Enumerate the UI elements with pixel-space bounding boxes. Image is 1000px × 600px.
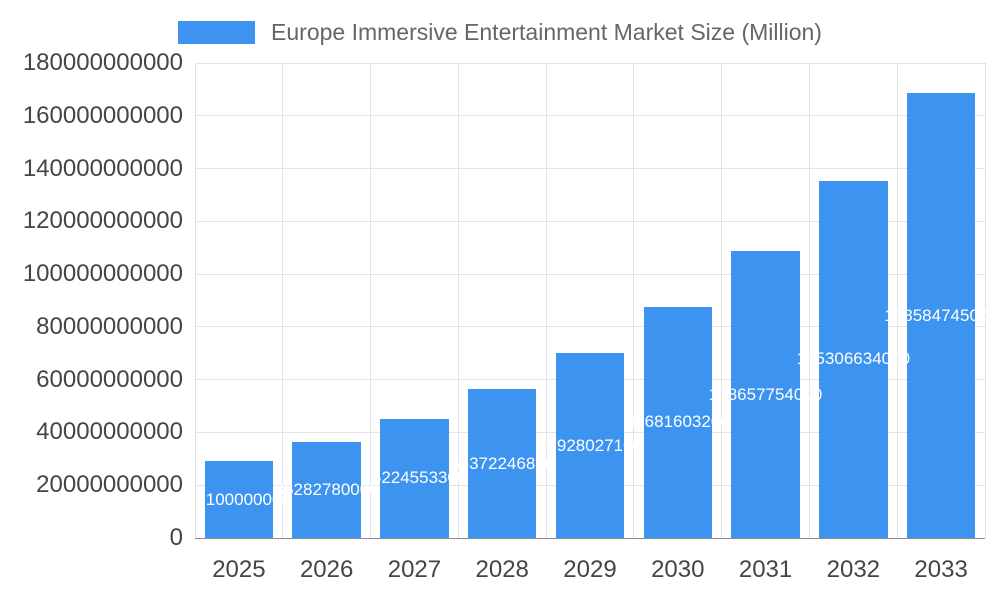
bar-value-label: 36282780000: [274, 480, 379, 500]
h-gridline: [195, 220, 985, 222]
y-axis: 0 20000000000 40000000000 60000000000 800000…: [0, 49, 183, 551]
h-gridline: [195, 273, 985, 275]
bar-2032[interactable]: 135306634000: [797, 180, 910, 538]
y-tick-label: 160000000000: [22, 101, 183, 129]
h-gridline: [195, 115, 985, 117]
v-gridline: [194, 63, 196, 538]
y-tick-label: 180000000000: [22, 49, 183, 76]
y-tick-label: 80000000000: [36, 312, 183, 340]
y-tick-label: 60000000000: [36, 365, 183, 393]
legend-label: Europe Immersive Entertainment Market Si…: [271, 19, 822, 45]
bar-2027[interactable]: 45224553300: [362, 418, 466, 538]
plot-area: 29100000000 36282780000 45224553300 5637224…: [187, 62, 998, 539]
bar-value-label: 69928027100: [537, 435, 642, 455]
y-tick-label: 120000000000: [22, 207, 183, 235]
v-gridline: [633, 63, 635, 538]
bar-2028[interactable]: 56372246800: [450, 389, 554, 538]
x-tick-label: 2025: [212, 556, 266, 583]
bar-value-label: 56372246800: [450, 453, 555, 473]
bar-value-label: 45224553300: [362, 468, 467, 488]
v-gridline: [545, 63, 547, 538]
v-gridline: [984, 63, 986, 538]
x-tick-label: 2032: [826, 556, 881, 583]
bar-2031[interactable]: 108657754000: [709, 251, 822, 538]
x-tick-label: 2027: [387, 556, 442, 583]
bar-2025[interactable]: 29100000000: [187, 461, 291, 538]
y-tick-label: 0: [169, 524, 183, 551]
bar-value-label: 168584745000: [884, 305, 998, 325]
v-gridline: [721, 63, 723, 538]
y-tick-label: 20000000000: [36, 471, 183, 499]
v-gridline: [808, 63, 810, 538]
h-gridline: [195, 62, 985, 64]
y-tick-label: 100000000000: [22, 260, 183, 288]
x-axis-baseline: [195, 537, 985, 539]
y-tick-label: 140000000000: [22, 154, 183, 182]
y-tick-label: 40000000000: [36, 418, 183, 446]
x-tick-label: 2026: [299, 556, 354, 583]
legend-swatch: [178, 21, 256, 44]
bar-2029[interactable]: 69928027100: [538, 353, 642, 538]
bar-2030[interactable]: 87681603200: [626, 306, 730, 538]
chart-legend: Europe Immersive Entertainment Market Si…: [0, 19, 1000, 46]
x-tick-label: 2030: [651, 556, 705, 583]
v-gridline: [457, 63, 459, 538]
v-gridline: [282, 63, 284, 538]
h-gridline: [195, 168, 985, 170]
x-tick-label: 2029: [563, 556, 617, 583]
bar-value-label: 135306634000: [796, 349, 911, 369]
bar-value-label: 29100000000: [186, 489, 291, 509]
bar-2033[interactable]: 168584745000: [884, 93, 998, 538]
h-gridline: [195, 326, 985, 328]
bar-2026[interactable]: 36282780000: [275, 442, 379, 538]
v-gridline: [896, 63, 898, 538]
bar-value-label: 108657754000: [708, 384, 823, 404]
x-tick-label: 2033: [914, 556, 968, 583]
x-axis: 2025 2026 2027 2028 2029 2030 2031 2032 2033: [195, 556, 985, 590]
bar-value-label: 87681603200: [625, 412, 730, 432]
x-tick-label: 2031: [738, 556, 793, 583]
v-gridline: [370, 63, 372, 538]
x-tick-label: 2028: [475, 556, 529, 583]
